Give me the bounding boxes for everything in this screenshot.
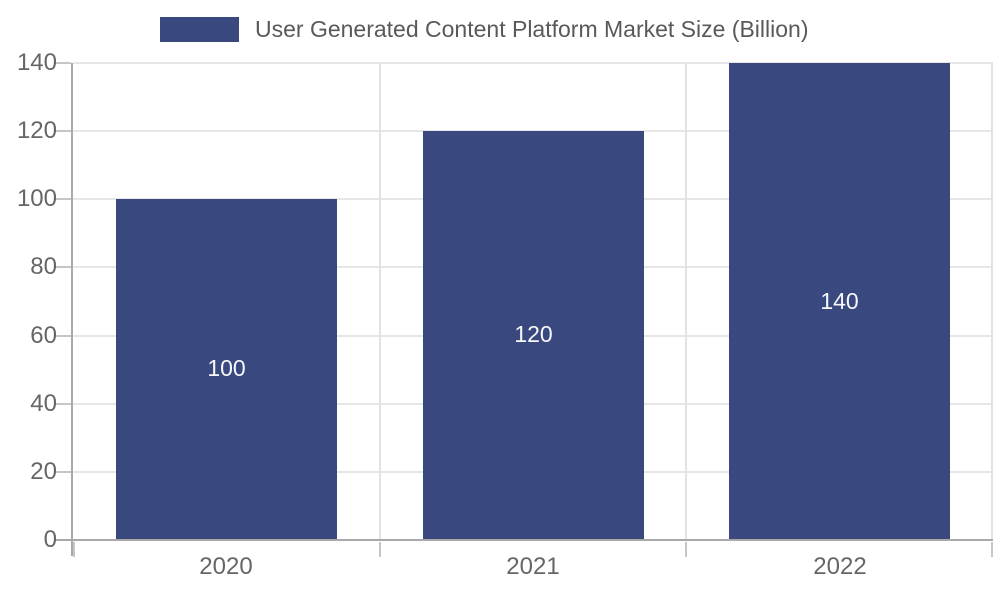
tick-mark-x-2 [685, 542, 688, 557]
tick-mark-y-60 [54, 334, 71, 337]
tick-mark-y-120 [54, 130, 71, 133]
plot-area: 100 120 140 [54, 62, 993, 557]
gridline-x-1 [378, 63, 381, 540]
x-axis-line [54, 539, 993, 541]
bar-2021: 120 [423, 131, 644, 540]
y-axis-tick-label: 100 [16, 185, 57, 213]
tick-mark-y-20 [54, 470, 71, 473]
bar-2022: 140 [729, 63, 950, 540]
x-axis-tick-label: 2020 [199, 553, 253, 580]
y-axis-tick-label: 140 [16, 49, 57, 76]
tick-mark-y-40 [54, 402, 71, 405]
tick-mark-x-1 [378, 542, 381, 557]
legend-swatch [160, 17, 239, 42]
bar-value-label: 100 [207, 355, 246, 381]
bar-value-label: 120 [514, 321, 553, 347]
x-axis-tick-label: 2022 [813, 553, 867, 580]
y-axis-tick-label: 120 [16, 117, 57, 145]
tick-mark-y-140 [54, 62, 71, 64]
bar-value-label: 140 [820, 288, 859, 314]
y-axis-tick-label: 0 [43, 526, 57, 553]
tick-mark-y-100 [54, 198, 71, 201]
y-axis-tick-label: 20 [30, 457, 57, 485]
bar-2020: 100 [116, 199, 337, 540]
tick-mark-x-3 [991, 542, 993, 557]
tick-mark-y-80 [54, 266, 71, 269]
gridline-x-2 [685, 63, 688, 540]
tick-mark-x-0 [73, 542, 75, 557]
y-axis-line [71, 63, 73, 556]
gridline-y-140 [73, 62, 993, 64]
y-axis-tick-label: 40 [30, 389, 57, 417]
y-axis-tick-label: 60 [30, 321, 57, 349]
x-axis-tick-label: 2021 [506, 553, 560, 580]
legend: User Generated Content Platform Market S… [160, 16, 809, 43]
gridline-x-3 [991, 63, 993, 540]
legend-series-label: User Generated Content Platform Market S… [255, 16, 809, 42]
y-axis-tick-label: 80 [30, 253, 57, 281]
